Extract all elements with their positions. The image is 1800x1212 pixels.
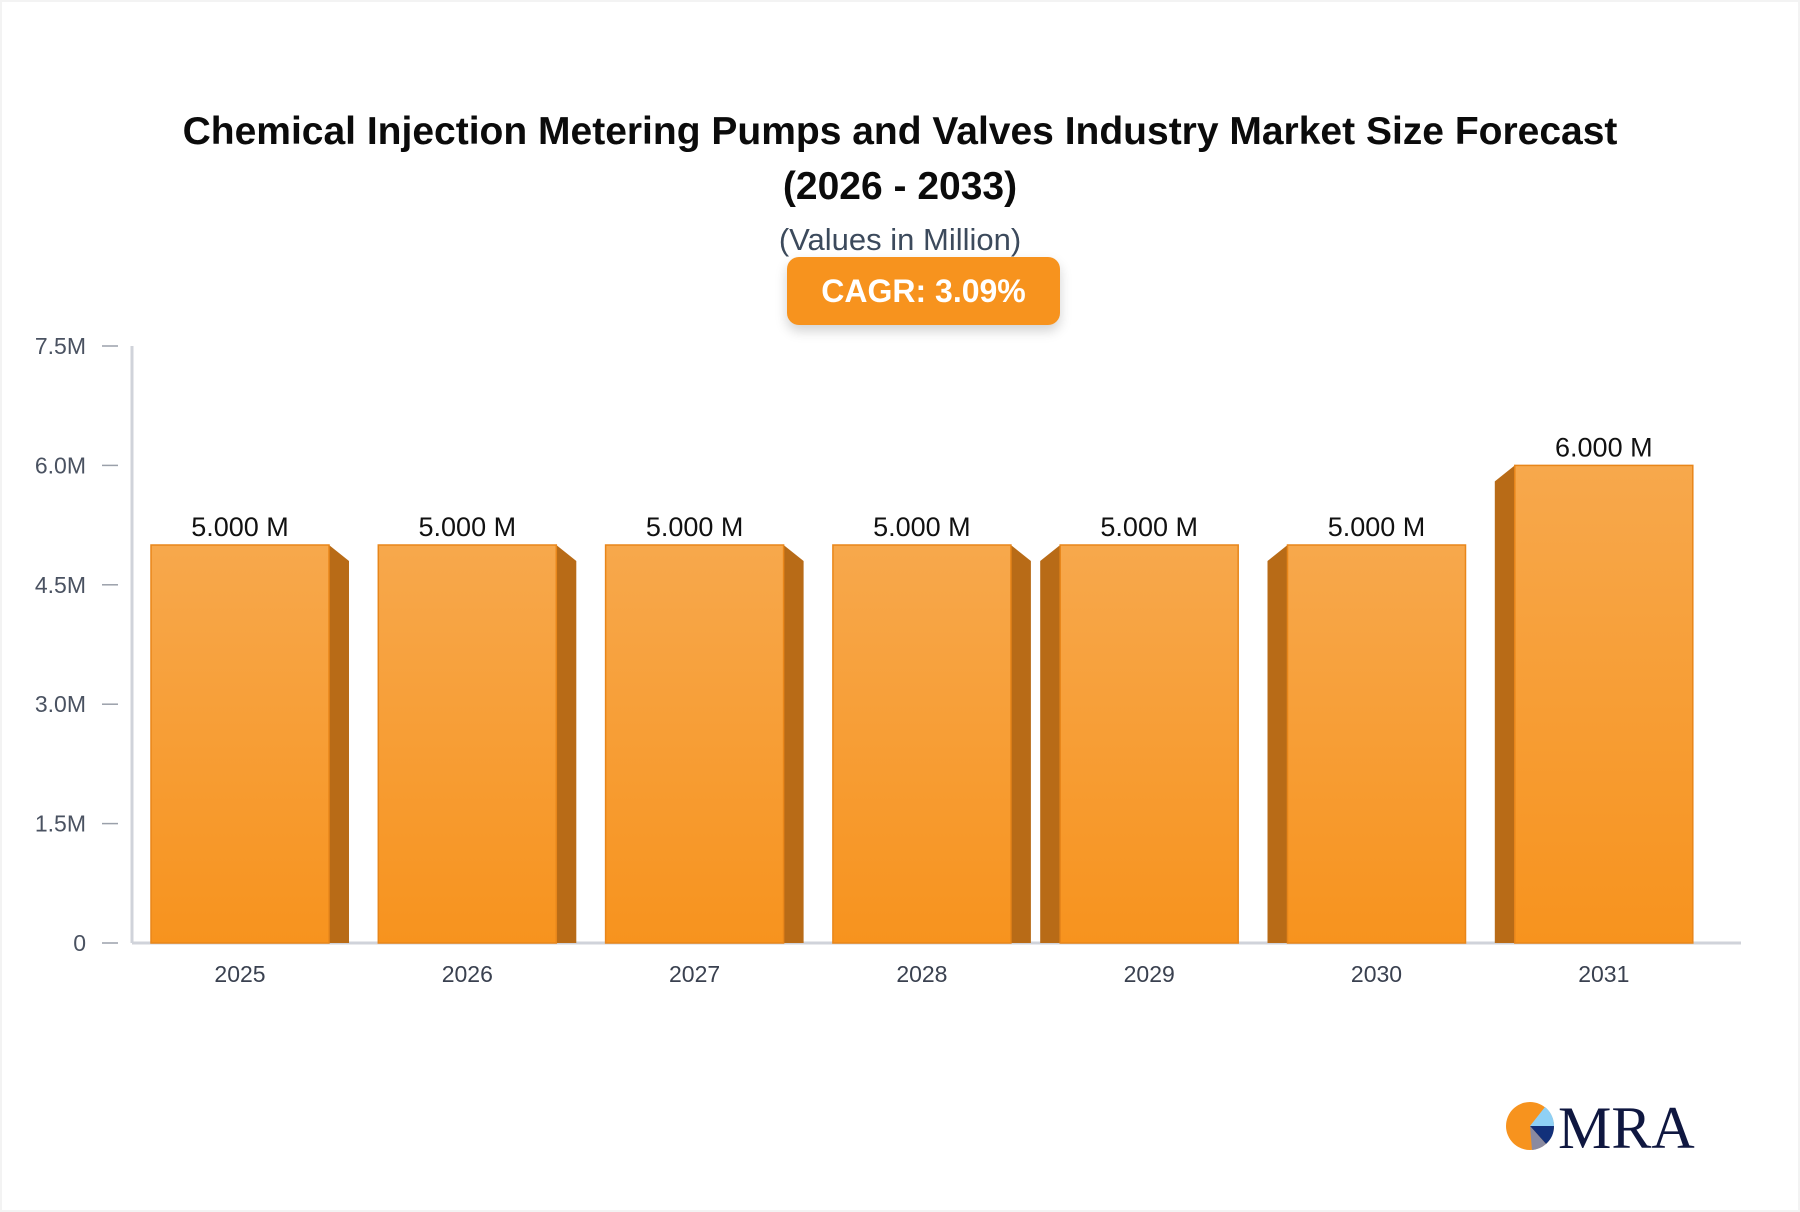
bar-2029 [1059,544,1239,944]
data-label: 5.000 M [873,512,971,542]
bar-side [329,545,349,943]
x-tick-label: 2031 [1578,961,1629,987]
x-tick-label: 2026 [442,961,493,987]
x-tick-label: 2028 [896,961,947,987]
mra-logo: MRA [1506,1098,1695,1154]
bar-2025 [150,544,330,944]
y-tick-label: 1.5M [35,811,86,837]
bar-2027 [604,544,785,944]
bar-side [783,545,804,943]
bar-side [1010,545,1031,943]
x-tick-label: 2027 [669,961,720,987]
chart-title-line2: (2026 - 2033) [782,165,1018,208]
data-label: 5.000 M [1100,512,1198,542]
bar-side [1040,545,1061,943]
bar-side [1267,545,1288,943]
data-label: 5.000 M [646,512,744,542]
chart-subtitle: (Values in Million) [778,222,1022,257]
y-tick-label: 0 [73,930,86,956]
bar-side [556,545,577,943]
y-tick-label: 6.0M [35,452,86,478]
data-label: 5.000 M [419,512,517,542]
x-tick-label: 2030 [1351,961,1402,987]
bar-2031 [1514,464,1694,944]
bar-2030 [1286,544,1467,944]
x-tick-label: 2025 [214,961,265,987]
bar-2026 [377,544,558,944]
y-tick-label: 4.5M [35,572,86,598]
data-label: 5.000 M [191,512,289,542]
bar-side [1494,465,1515,943]
bar-2028 [832,544,1012,944]
y-tick-label: 7.5M [35,333,86,359]
y-tick-label: 3.0M [35,691,86,717]
logo-text: MRA [1558,1098,1695,1154]
data-label: 5.000 M [1328,512,1426,542]
data-label: 6.000 M [1555,432,1653,462]
x-tick-label: 2029 [1124,961,1175,987]
cagr-badge: CAGR: 3.09% [787,257,1060,325]
chart-title-line1: Chemical Injection Metering Pumps and Va… [182,110,1618,153]
